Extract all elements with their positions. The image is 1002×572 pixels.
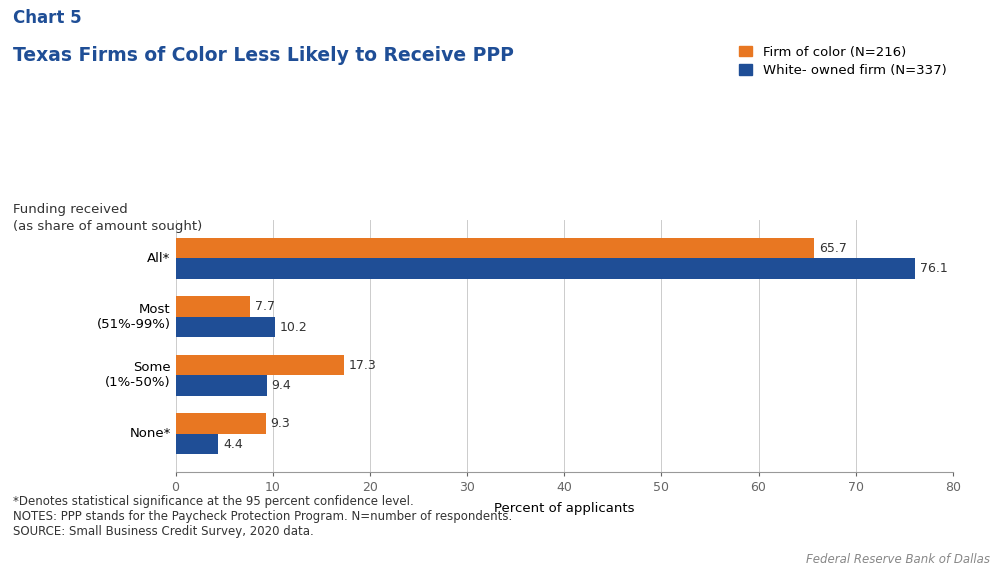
Text: 7.7: 7.7 <box>255 300 275 313</box>
X-axis label: Percent of applicants: Percent of applicants <box>493 502 634 515</box>
Text: Texas Firms of Color Less Likely to Receive PPP: Texas Firms of Color Less Likely to Rece… <box>13 46 513 65</box>
Bar <box>175 317 275 337</box>
Text: *Denotes statistical significance at the 95 percent confidence level.
NOTES: PPP: *Denotes statistical significance at the… <box>13 495 512 538</box>
Text: 76.1: 76.1 <box>919 262 947 275</box>
Bar <box>175 434 218 454</box>
Bar <box>175 296 250 317</box>
Legend: Firm of color (N=216), White- owned firm (N=337): Firm of color (N=216), White- owned firm… <box>738 46 945 77</box>
Text: 10.2: 10.2 <box>280 320 307 333</box>
Text: 65.7: 65.7 <box>818 241 846 255</box>
Text: Chart 5: Chart 5 <box>13 9 81 26</box>
Bar <box>175 375 267 396</box>
Text: 9.4: 9.4 <box>272 379 292 392</box>
Bar <box>175 259 914 279</box>
Bar <box>175 355 344 375</box>
Bar <box>175 238 813 259</box>
Text: 4.4: 4.4 <box>222 438 242 451</box>
Text: Federal Reserve Bank of Dallas: Federal Reserve Bank of Dallas <box>806 553 989 566</box>
Text: 17.3: 17.3 <box>348 359 376 372</box>
Text: Funding received: Funding received <box>13 203 127 216</box>
Text: (as share of amount sought): (as share of amount sought) <box>13 220 202 233</box>
Text: 9.3: 9.3 <box>271 417 291 430</box>
Bar <box>175 414 266 434</box>
